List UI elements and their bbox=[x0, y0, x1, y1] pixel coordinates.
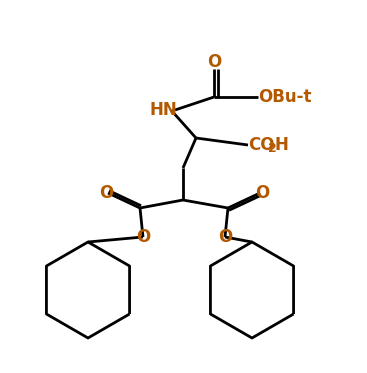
Text: O: O bbox=[207, 53, 221, 71]
Text: HN: HN bbox=[149, 101, 177, 119]
Text: O: O bbox=[99, 184, 113, 202]
Text: 2: 2 bbox=[268, 141, 277, 154]
Text: O: O bbox=[255, 184, 269, 202]
Text: O: O bbox=[218, 228, 232, 246]
Text: O: O bbox=[136, 228, 150, 246]
Text: OBu-t: OBu-t bbox=[258, 88, 312, 106]
Text: H: H bbox=[275, 136, 289, 154]
Text: CO: CO bbox=[248, 136, 275, 154]
